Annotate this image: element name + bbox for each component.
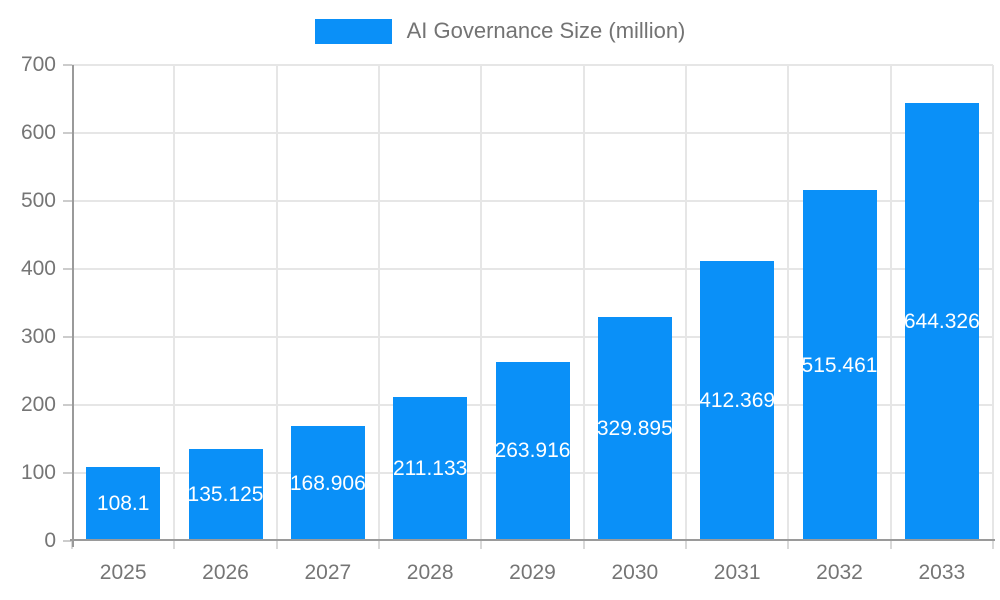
bar-value-label: 263.916 (494, 439, 571, 463)
gridline-vertical (787, 65, 790, 541)
legend-swatch (314, 18, 392, 44)
bar-value-label: 135.125 (187, 483, 264, 507)
y-axis-tick-label: 400 (20, 257, 56, 280)
bar-2033[interactable] (904, 102, 979, 541)
y-axis-line (72, 65, 74, 547)
y-axis-tick-label: 0 (44, 529, 56, 552)
bar-2032[interactable] (802, 190, 877, 541)
bar-2025[interactable] (86, 467, 161, 541)
x-axis-tick-label: 2028 (406, 561, 454, 584)
gridline-vertical (173, 65, 176, 541)
y-tick-mark (63, 64, 72, 66)
bar-value-label: 168.906 (289, 471, 366, 495)
x-tick-mark (685, 541, 687, 549)
y-axis-tick-label: 700 (20, 53, 56, 76)
y-axis-tick-label: 300 (20, 325, 56, 348)
x-axis-tick-label: 2029 (509, 561, 556, 584)
legend-series-label: AI Governance Size (million) (406, 18, 686, 43)
x-tick-mark (787, 541, 790, 549)
bar-value-label: 412.369 (699, 388, 776, 412)
y-tick-mark (63, 132, 72, 134)
bar-2031[interactable] (700, 260, 775, 541)
bar-value-label: 329.895 (596, 416, 673, 440)
x-axis-tick-label: 2027 (304, 561, 352, 584)
gridline-vertical (275, 65, 278, 541)
y-tick-mark (63, 200, 72, 202)
x-tick-mark (889, 541, 892, 549)
x-tick-mark (992, 541, 994, 549)
x-axis-tick-label: 2026 (202, 561, 249, 584)
bar-2029[interactable] (495, 361, 570, 541)
gridline-vertical (582, 65, 585, 541)
gridline-horizontal (72, 200, 993, 202)
gridline-horizontal (72, 336, 993, 338)
y-axis-tick-label: 100 (20, 461, 56, 484)
y-axis-tick-label: 600 (20, 121, 56, 144)
y-tick-mark (63, 268, 72, 270)
x-tick-mark (582, 541, 585, 549)
bar-2026[interactable] (188, 449, 263, 541)
x-tick-mark (275, 541, 278, 549)
bar-value-label: 644.326 (903, 309, 980, 333)
y-axis-tick-label: 200 (20, 393, 56, 416)
y-tick-mark (63, 404, 72, 406)
x-tick-mark (480, 541, 483, 549)
bar-value-label: 515.461 (801, 353, 878, 377)
gridline-vertical (992, 65, 994, 541)
bar-value-label: 108.1 (96, 492, 150, 516)
x-axis-tick-label: 2033 (918, 561, 966, 584)
x-axis-tick-label: 2030 (611, 561, 659, 584)
gridline-vertical (889, 65, 892, 541)
x-axis-line (70, 539, 995, 541)
y-tick-mark (63, 540, 72, 542)
gridline-vertical (685, 65, 687, 541)
y-tick-mark (63, 472, 72, 474)
x-axis-tick-label: 2031 (713, 561, 761, 584)
gridline-horizontal (72, 268, 993, 270)
chart-legend[interactable]: AI Governance Size (million) (0, 18, 1000, 44)
bar-2030[interactable] (597, 316, 672, 541)
gridline-vertical (480, 65, 483, 541)
x-axis-tick-label: 2025 (99, 561, 147, 584)
plot-area: 108.1 135.125 168.906 211.133 263.916 329.895… (63, 64, 995, 549)
bar-value-label: 211.133 (392, 457, 468, 481)
gridline-vertical (378, 65, 380, 541)
bar-2028[interactable] (393, 397, 468, 541)
y-axis-tick-label: 500 (20, 189, 56, 212)
bar-2027[interactable] (290, 426, 365, 541)
gridline-horizontal (72, 132, 993, 134)
x-axis-tick-label: 2032 (816, 561, 863, 584)
y-tick-mark (63, 336, 72, 338)
gridline-horizontal (72, 64, 993, 66)
x-tick-mark (173, 541, 176, 549)
x-tick-mark (378, 541, 380, 549)
